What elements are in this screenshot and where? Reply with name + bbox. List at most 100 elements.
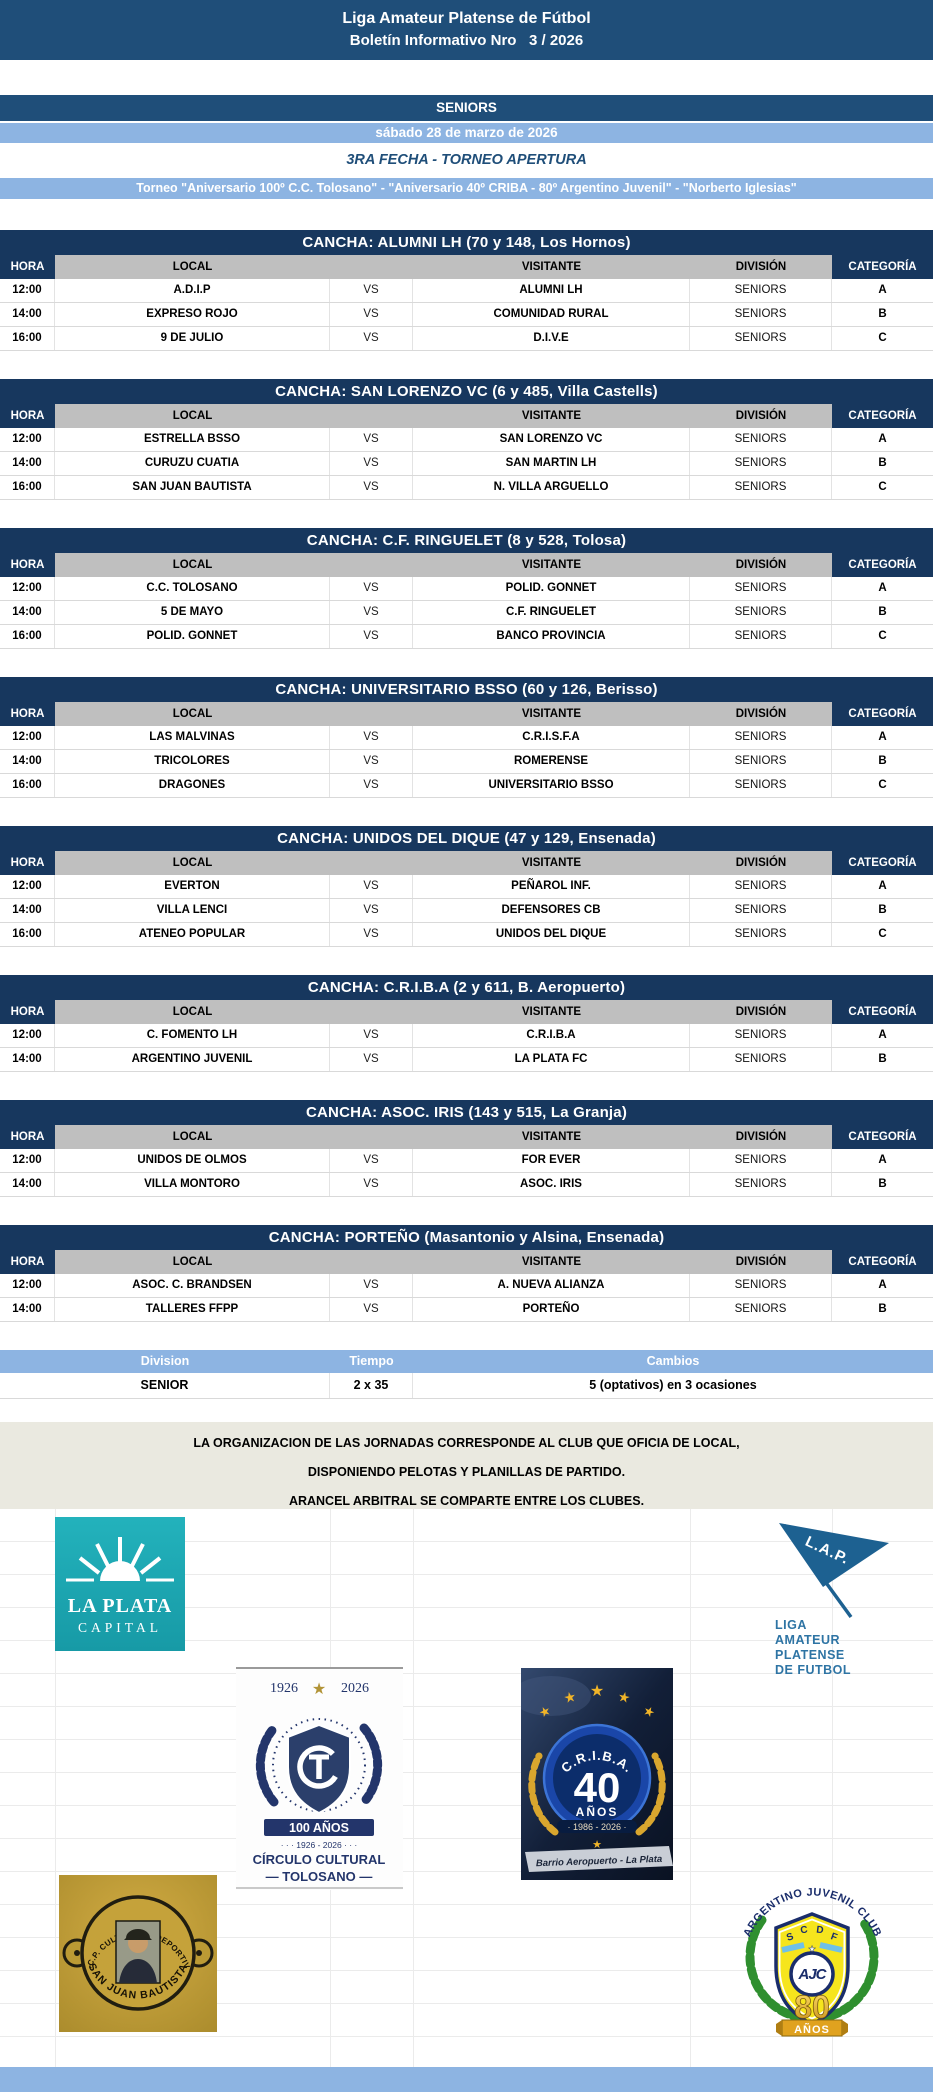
note-line: DISPONIENDO PELOTAS Y PLANILLAS DE PARTI… [307, 1465, 626, 1479]
criba-ribbon-text: Barrio Aeropuerto - La Plata [536, 1854, 663, 1869]
home-team: CURUZU CUATIA [55, 452, 330, 475]
rows: 12:00 ESTRELLA BSSO VS SAN LORENZO VC SENIOR… [0, 428, 933, 500]
home-team: 9 DE JULIO [55, 327, 330, 350]
col-vs-spacer [330, 702, 413, 726]
home-team: VILLA MONTORO [55, 1173, 330, 1196]
col-categoria: CATEGORÍA [832, 1000, 933, 1024]
league-title: Liga Amateur Platense de Fútbol [342, 10, 591, 27]
cancha-table: CANCHA: SAN LORENZO VC (6 y 485, Villa C… [0, 379, 933, 500]
lap-line: PLATENSE [775, 1648, 845, 1662]
match-time: 12:00 [0, 1149, 55, 1172]
home-team: ASOC. C. BRANDSEN [55, 1274, 330, 1297]
match-row: 14:00 EXPRESO ROJO VS COMUNIDAD RURAL SENIOR… [0, 303, 933, 327]
col-visitante: VISITANTE [413, 1250, 690, 1274]
cancha-table: CANCHA: ALUMNI LH (70 y 148, Los Hornos)… [0, 230, 933, 351]
col-local: LOCAL [55, 1000, 330, 1024]
tolosano-banner-text: 100 AÑOS [289, 1820, 349, 1835]
shield-letter: S [785, 1931, 795, 1944]
col-hora: HORA [0, 1125, 55, 1149]
tolosano-range-text: · · · 1926 - 2026 · · · [281, 1840, 358, 1850]
criba-40-text: 40 [574, 1764, 621, 1811]
match-row: 14:00 VILLA MONTORO VS ASOC. IRIS SENIORS B [0, 1173, 933, 1197]
match-row: 14:00 5 DE MAYO VS C.F. RINGUELET SENIORS B [0, 601, 933, 625]
away-team: COMUNIDAD RURAL [413, 303, 690, 326]
match-time: 14:00 [0, 452, 55, 475]
ajc-monogram-text: AJC [797, 1966, 827, 1983]
col-local: LOCAL [55, 1250, 330, 1274]
division-value: SENIORS [690, 625, 832, 648]
pennant-icon [779, 1523, 889, 1587]
criba-range-text: · 1986 - 2026 · [567, 1822, 626, 1832]
venue-title: CANCHA: C.F. RINGUELET (8 y 528, Tolosa) [0, 528, 933, 553]
match-time: 12:00 [0, 279, 55, 302]
bulletin-number: Boletín Informativo Nro 3 / 2026 [349, 32, 584, 49]
col-categoria: CATEGORÍA [832, 1250, 933, 1274]
away-team: SAN LORENZO VC [413, 428, 690, 451]
tolosano-year-right: 2026 [341, 1681, 369, 1696]
cancha-table: CANCHA: UNIVERSITARIO BSSO (60 y 126, Be… [0, 677, 933, 798]
shield-letter: D [816, 1925, 825, 1937]
away-team: C.R.I.S.F.A [413, 726, 690, 749]
spacer [0, 60, 933, 95]
category-value: A [878, 731, 887, 743]
col-hora: HORA [0, 1250, 55, 1274]
home-team: ATENEO POPULAR [55, 923, 330, 946]
col-hora: HORA [0, 1000, 55, 1024]
match-row: 16:00 POLID. GONNET VS BANCO PROVINCIA SENIO… [0, 625, 933, 649]
vs-label: VS [330, 875, 413, 898]
venue-title: CANCHA: PORTEÑO (Masantonio y Alsina, En… [0, 1225, 933, 1250]
category-value: A [878, 433, 887, 445]
sponsor-logos-area: LA PLATA CAPITAL L.A.P. LIGA AMATEUR PLA… [0, 1509, 933, 2067]
away-team: D.I.V.E [413, 327, 690, 350]
rows: 12:00 LAS MALVINAS VS C.R.I.S.F.A SENIORS A 14… [0, 726, 933, 798]
tolosano-year-left: 1926 [270, 1681, 298, 1696]
category-value: C [878, 928, 887, 940]
match-time: 12:00 [0, 726, 55, 749]
rules-data-row: SENIOR 2 x 35 5 (optativos) en 3 ocasion… [0, 1373, 933, 1399]
away-team: SAN MARTIN LH [413, 452, 690, 475]
vs-label: VS [330, 601, 413, 624]
match-time: 12:00 [0, 875, 55, 898]
vs-label: VS [330, 726, 413, 749]
laurel-right-icon [359, 1723, 383, 1807]
match-row: 12:00 C.C. TOLOSANO VS POLID. GONNET SENIORS… [0, 577, 933, 601]
vs-label: VS [330, 279, 413, 302]
category-value: A [878, 1029, 887, 1041]
rules-col-tiempo: Tiempo [349, 1354, 394, 1368]
col-vs-spacer [330, 553, 413, 577]
rules-division-value: SENIOR [0, 1373, 330, 1398]
match-time: 12:00 [0, 428, 55, 451]
match-row: 16:00 DRAGONES VS UNIVERSITARIO BSSO SENIORS… [0, 774, 933, 798]
col-local: LOCAL [55, 851, 330, 875]
home-team: VILLA LENCI [55, 899, 330, 922]
rows: 12:00 ASOC. C. BRANDSEN VS A. NUEVA ALIANZA… [0, 1274, 933, 1322]
vs-label: VS [330, 476, 413, 499]
category-value: B [878, 1303, 887, 1315]
col-vs-spacer [330, 1125, 413, 1149]
argentino-80-text: 80 [794, 1989, 830, 2025]
home-team: ESTRELLA BSSO [55, 428, 330, 451]
home-team: C. FOMENTO LH [55, 1024, 330, 1047]
match-row: 12:00 C. FOMENTO LH VS C.R.I.B.A SENIORS A [0, 1024, 933, 1048]
vs-label: VS [330, 1298, 413, 1321]
home-team: EXPRESO ROJO [55, 303, 330, 326]
vs-label: VS [330, 327, 413, 350]
rows: 12:00 UNIDOS DE OLMOS VS FOR EVER SENIORS A 14… [0, 1149, 933, 1197]
rows: 12:00 C. FOMENTO LH VS C.R.I.B.A SENIORS A 14:… [0, 1024, 933, 1072]
division-value: SENIORS [690, 726, 832, 749]
category-value: C [878, 630, 887, 642]
col-division: DIVISIÓN [690, 1000, 832, 1024]
category-value: A [878, 880, 887, 892]
away-team: DEFENSORES CB [413, 899, 690, 922]
match-time: 16:00 [0, 923, 55, 946]
category-value: A [878, 1154, 887, 1166]
cancha-table: CANCHA: C.R.I.B.A (2 y 611, B. Aeropuert… [0, 975, 933, 1072]
notes-section: LA ORGANIZACION DE LAS JORNADAS CORRESPO… [0, 1422, 933, 1509]
match-time: 16:00 [0, 327, 55, 350]
rows: 12:00 EVERTON VS PEÑAROL INF. SENIORS A 14:00 V… [0, 875, 933, 947]
venue-title: CANCHA: SAN LORENZO VC (6 y 485, Villa C… [0, 379, 933, 404]
monogram-c-icon [297, 1745, 341, 1789]
rules-header-row: Division Tiempo Cambios [0, 1350, 933, 1373]
match-time: 12:00 [0, 577, 55, 600]
division-value: SENIORS [690, 279, 832, 302]
